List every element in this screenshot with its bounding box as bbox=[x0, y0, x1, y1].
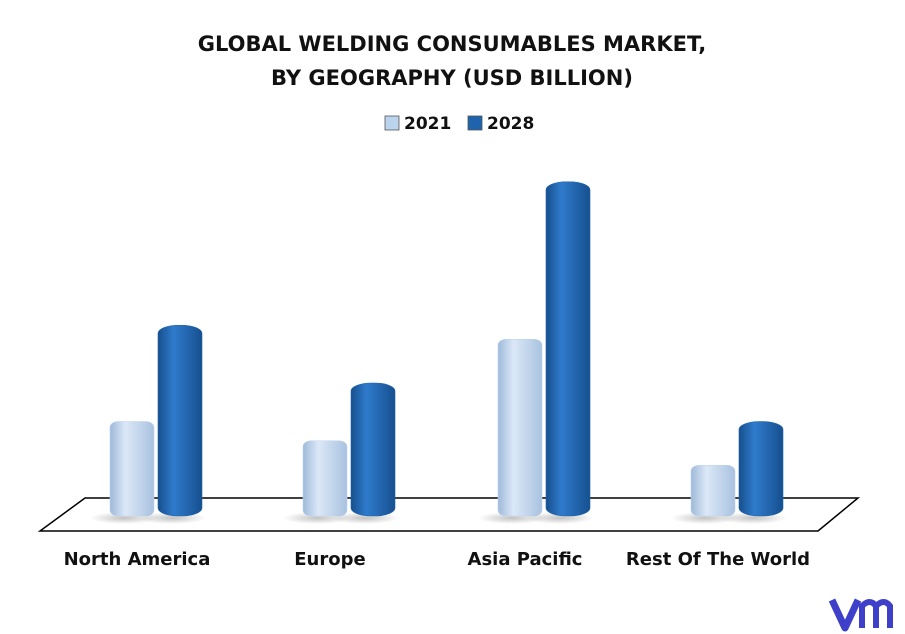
x-tick-label: Asia Pacific bbox=[468, 549, 583, 570]
floor bbox=[37, 497, 861, 532]
legend-swatch bbox=[384, 115, 400, 131]
chart-title: BY GEOGRAPHY (USD BILLION) bbox=[271, 66, 633, 90]
chart-title: GLOBAL WELDING CONSUMABLES MARKET, bbox=[198, 32, 707, 56]
bar bbox=[350, 382, 396, 517]
x-tick-label: Rest Of The World bbox=[626, 549, 810, 570]
x-tick-label: North America bbox=[64, 549, 211, 570]
legend-swatch bbox=[467, 115, 483, 131]
x-tick-label: Europe bbox=[294, 549, 365, 570]
bar bbox=[545, 181, 591, 517]
bar bbox=[690, 464, 736, 517]
bar bbox=[302, 440, 348, 517]
logo bbox=[828, 598, 893, 632]
bar bbox=[738, 421, 784, 517]
bar bbox=[109, 421, 155, 517]
bar bbox=[157, 324, 203, 517]
bar bbox=[497, 338, 543, 517]
legend-label: 2021 bbox=[404, 114, 451, 134]
legend-label: 2028 bbox=[487, 114, 534, 134]
